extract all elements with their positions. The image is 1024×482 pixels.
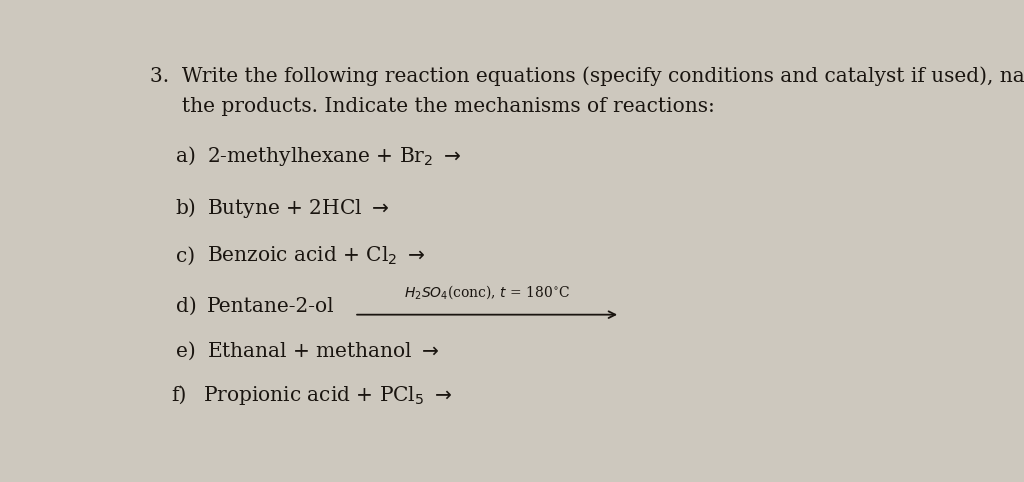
Text: $\it{H_2SO_4}$(conc), $\it{t}$ = 180$^{\circ}$C: $\it{H_2SO_4}$(conc), $\it{t}$ = 180$^{\… [403,283,570,301]
Text: 2-methylhexane + Br$_2$ $\rightarrow$: 2-methylhexane + Br$_2$ $\rightarrow$ [207,145,462,168]
Text: Ethanal + methanol $\rightarrow$: Ethanal + methanol $\rightarrow$ [207,342,440,361]
Text: c): c) [176,247,195,266]
Text: Propionic acid + PCl$_5$ $\rightarrow$: Propionic acid + PCl$_5$ $\rightarrow$ [204,384,453,407]
Text: Benzoic acid + Cl$_2$ $\rightarrow$: Benzoic acid + Cl$_2$ $\rightarrow$ [207,245,426,267]
Text: Butyne + 2HCl $\rightarrow$: Butyne + 2HCl $\rightarrow$ [207,197,389,220]
Text: Pentane-2-ol: Pentane-2-ol [207,297,335,316]
Text: 3.  Write the following reaction equations (specify conditions and catalyst if u: 3. Write the following reaction equation… [151,67,1024,86]
Text: the products. Indicate the mechanisms of reactions:: the products. Indicate the mechanisms of… [151,97,715,116]
Text: e): e) [176,342,196,361]
Text: a): a) [176,147,196,166]
Text: d): d) [176,297,197,316]
Text: f): f) [172,386,187,405]
Text: b): b) [176,199,197,218]
